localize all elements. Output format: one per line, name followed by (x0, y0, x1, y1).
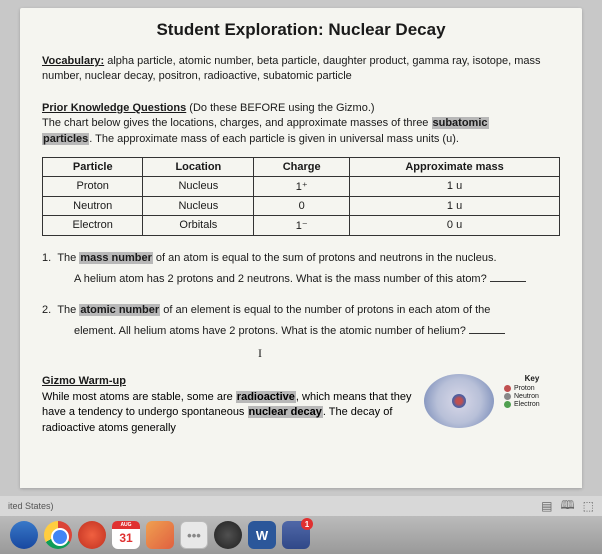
prior-line1: The chart below gives the locations, cha… (42, 117, 432, 129)
table-row: NeutronNucleus01 u (43, 196, 560, 215)
status-text: ited States) (8, 501, 54, 511)
question-2: 2. The atomic number of an element is eq… (42, 300, 560, 365)
table-row: ElectronOrbitals1⁻0 u (43, 215, 560, 235)
prior-note: (Do these BEFORE using the Gizmo.) (186, 102, 374, 114)
atom-diagram (424, 374, 494, 428)
table-header-row: Particle Location Charge Approximate mas… (43, 157, 560, 176)
clock-icon[interactable] (214, 521, 242, 549)
status-bar: ited States) ▤ 🕮 ⬚ (0, 496, 602, 516)
chrome-icon[interactable] (44, 521, 72, 549)
proton-dot (504, 385, 511, 392)
music-icon[interactable]: 1 (282, 521, 310, 549)
dvd-icon[interactable] (78, 521, 106, 549)
page-title: Student Exploration: Nuclear Decay (42, 20, 560, 40)
blank-input[interactable] (469, 333, 505, 334)
badge: 1 (301, 518, 313, 530)
warmup-label: Gizmo Warm-up (42, 375, 126, 387)
expand-icon[interactable]: ⬚ (583, 499, 594, 513)
macos-dock: AUG 31 ••• W 1 (0, 516, 602, 554)
prior-label: Prior Knowledge Questions (42, 102, 186, 114)
blank-input[interactable] (490, 281, 526, 282)
electron-dot (504, 401, 511, 408)
th-charge: Charge (254, 157, 350, 176)
table-row: ProtonNucleus1⁺1 u (43, 176, 560, 196)
warmup-section: Gizmo Warm-up While most atoms are stabl… (42, 374, 560, 436)
th-particle: Particle (43, 157, 143, 176)
vocab-text: alpha particle, atomic number, beta part… (42, 55, 541, 82)
prior-hl2: particles (42, 133, 89, 145)
particle-table: Particle Location Charge Approximate mas… (42, 157, 560, 236)
th-mass: Approximate mass (350, 157, 560, 176)
th-location: Location (143, 157, 254, 176)
document-page: Student Exploration: Nuclear Decay Vocab… (20, 8, 582, 488)
neutron-dot (504, 393, 511, 400)
calendar-icon[interactable]: AUG 31 (112, 521, 140, 549)
vocab-label: Vocabulary: (42, 55, 104, 67)
prior-hl1: subatomic (432, 117, 489, 129)
safari-icon[interactable] (10, 521, 38, 549)
legend-key: Key Proton Neutron Electron (504, 374, 560, 436)
more-icon[interactable]: ••• (180, 521, 208, 549)
question-1: 1. The mass number of an atom is equal t… (42, 248, 560, 290)
text-cursor: I (58, 346, 262, 360)
photos-icon[interactable] (146, 521, 174, 549)
prior-line2: . The approximate mass of each particle … (89, 133, 459, 145)
word-icon[interactable]: W (248, 521, 276, 549)
book-icon[interactable]: 🕮 (561, 496, 575, 517)
notes-icon[interactable]: ▤ (541, 499, 552, 513)
prior-knowledge-section: Prior Knowledge Questions (Do these BEFO… (42, 101, 560, 147)
status-icons: ▤ 🕮 ⬚ (541, 496, 594, 517)
vocabulary-section: Vocabulary: alpha particle, atomic numbe… (42, 54, 560, 85)
